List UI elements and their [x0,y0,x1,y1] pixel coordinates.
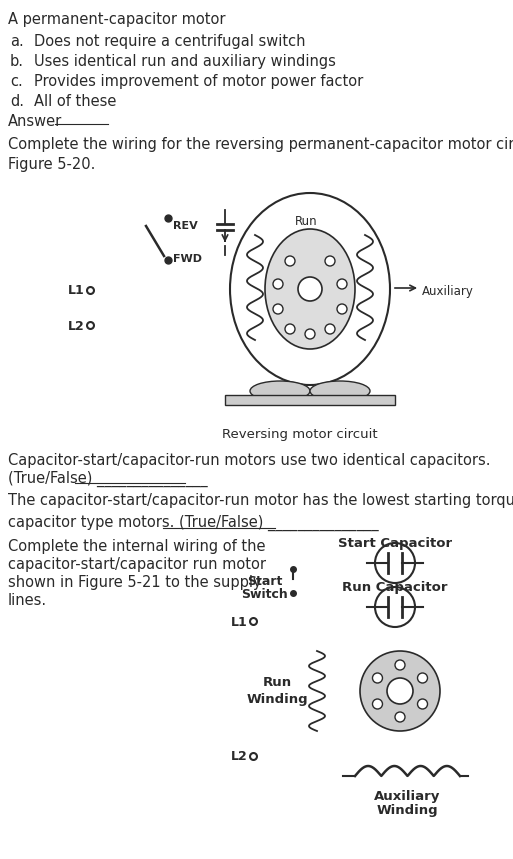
Text: Start: Start [247,575,283,588]
Text: Switch: Switch [242,588,288,601]
Bar [225,395,395,405]
Text: Reversing motor circuit: Reversing motor circuit [222,428,378,441]
Text: Complete the wiring for the reversing permanent-capacitor motor circuit in: Complete the wiring for the reversing pe… [8,137,513,152]
Text: L2: L2 [68,320,85,332]
Text: Does not require a centrifugal switch: Does not require a centrifugal switch [34,34,306,49]
Text: a.: a. [10,34,24,49]
Circle shape [418,699,427,709]
Circle shape [325,256,335,266]
Circle shape [372,673,383,683]
Text: c.: c. [10,74,23,89]
Text: Run Capacitor: Run Capacitor [342,581,448,594]
Text: Run: Run [295,215,318,228]
Text: Complete the internal wiring of the: Complete the internal wiring of the [8,539,266,554]
Circle shape [325,324,335,334]
Circle shape [273,304,283,314]
Text: Answer: Answer [8,114,62,129]
Ellipse shape [265,229,355,349]
Text: Auxiliary: Auxiliary [374,790,441,803]
Text: REV: REV [173,221,198,231]
Text: lines.: lines. [8,593,47,608]
Circle shape [285,256,295,266]
Text: Uses identical run and auxiliary windings: Uses identical run and auxiliary winding… [34,54,336,69]
Text: L1: L1 [231,616,248,629]
Circle shape [387,678,413,704]
Text: L1: L1 [68,284,85,297]
Circle shape [285,324,295,334]
Text: FWD: FWD [173,254,202,264]
Text: Figure 5-20.: Figure 5-20. [8,157,95,172]
Text: (True/False) _______________: (True/False) _______________ [8,471,208,487]
Text: b.: b. [10,54,24,69]
Text: capacitor-start/capacitor run motor: capacitor-start/capacitor run motor [8,557,266,572]
Text: shown in Figure 5-21 to the supply: shown in Figure 5-21 to the supply [8,575,262,590]
Circle shape [337,304,347,314]
Circle shape [273,279,283,289]
Circle shape [337,279,347,289]
Circle shape [360,651,440,731]
Circle shape [298,277,322,301]
Text: All of these: All of these [34,94,116,109]
Text: L2: L2 [231,751,248,764]
Text: Auxiliary: Auxiliary [422,285,474,298]
Circle shape [305,329,315,339]
Text: A permanent-capacitor motor: A permanent-capacitor motor [8,12,226,27]
Text: Run: Run [263,677,291,690]
Ellipse shape [310,381,370,401]
Text: The capacitor-start/capacitor-run motor has the lowest starting torque of all th: The capacitor-start/capacitor-run motor … [8,493,513,508]
Text: Provides improvement of motor power factor: Provides improvement of motor power fact… [34,74,363,89]
Circle shape [372,699,383,709]
Ellipse shape [250,381,310,401]
Text: d.: d. [10,94,24,109]
Circle shape [395,660,405,670]
Text: Winding: Winding [246,692,308,705]
Circle shape [418,673,427,683]
Text: Start Capacitor: Start Capacitor [338,537,452,550]
Text: Winding: Winding [377,804,438,817]
Circle shape [395,712,405,722]
Text: Capacitor-start/capacitor-run motors use two identical capacitors.: Capacitor-start/capacitor-run motors use… [8,453,490,468]
Text: capacitor type motors. (True/False) _______________: capacitor type motors. (True/False) ____… [8,515,379,531]
